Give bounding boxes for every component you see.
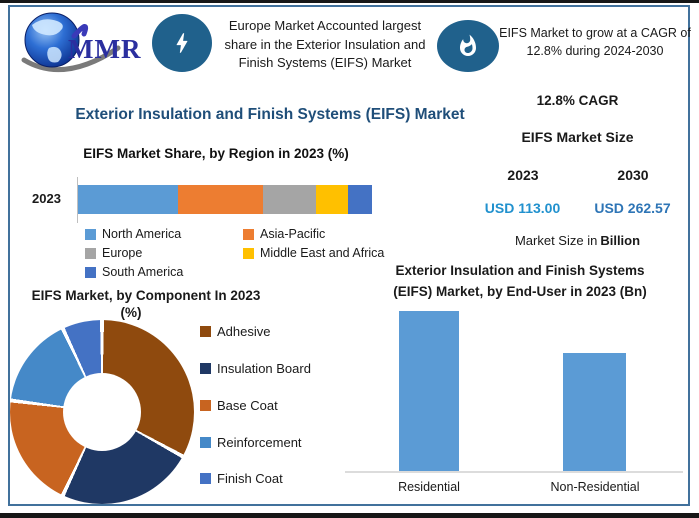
- market-size-2023-value: USD 113.00: [484, 200, 561, 216]
- enduser-chart-title-line2: (EIFS) Market, by End-User in 2023 (Bn): [393, 284, 647, 299]
- legend-label: North America: [102, 227, 182, 241]
- page-frame: [8, 5, 690, 506]
- legend-item-europe: Europe: [85, 246, 142, 260]
- flame-icon: [437, 20, 499, 72]
- legend-swatch-north-america: [85, 228, 96, 240]
- region-segment-north-america: [78, 185, 178, 214]
- legend-label: Middle East and Africa: [260, 246, 385, 260]
- legend-label: South America: [102, 265, 184, 279]
- region-row-label: 2023: [32, 191, 61, 206]
- globe-icon: [21, 12, 121, 73]
- legend-swatch-asia-pacific: [243, 228, 254, 240]
- legend-swatch-adhesive: [200, 326, 211, 337]
- legend-item-south-america: South America: [85, 265, 183, 279]
- legend-item-asia-pacific: Asia-Pacific: [243, 227, 325, 241]
- legend-swatch-finish-coat: [200, 473, 211, 484]
- top-border: [0, 0, 699, 3]
- logo-wordmark: MMR: [68, 34, 142, 64]
- donut-hole: [63, 373, 141, 451]
- enduser-bar-residential: [399, 311, 459, 472]
- callout-europe-text: Europe Market Accounted largest share in…: [224, 17, 426, 71]
- unit-bold: Billion: [600, 233, 641, 248]
- legend-item-middle-east-africa: Middle East and Africa: [243, 246, 384, 260]
- enduser-chart-title-line1: Exterior Insulation and Finish Systems: [395, 263, 645, 278]
- legend-label: Adhesive: [217, 324, 271, 339]
- market-size-year-2023: 2023: [507, 167, 539, 183]
- legend-item-reinforcement: Reinforcement: [200, 435, 302, 450]
- legend-swatch-reinforcement: [200, 437, 211, 448]
- legend-label: Base Coat: [217, 398, 278, 413]
- enduser-label-non-residential: Non-Residential: [550, 480, 640, 494]
- legend-label: Insulation Board: [217, 361, 311, 376]
- market-size-title: EIFS Market Size: [521, 129, 634, 145]
- legend-item-base-coat: Base Coat: [200, 398, 278, 413]
- market-size-year-2030: 2030: [617, 167, 649, 183]
- bottom-border: [0, 513, 699, 518]
- enduser-label-residential: Residential: [398, 480, 460, 494]
- component-chart-title-unit: (%): [120, 305, 142, 320]
- region-stacked-bar: [78, 185, 372, 214]
- legend-label: Finish Coat: [217, 471, 283, 486]
- legend-label: Europe: [102, 246, 143, 260]
- legend-item-north-america: North America: [85, 227, 181, 241]
- legend-swatch-insulation-board: [200, 363, 211, 374]
- region-segment-middle-east-africa: [316, 185, 349, 214]
- market-size-2030-value: USD 262.57: [594, 200, 671, 216]
- lightning-icon: [152, 14, 212, 72]
- enduser-bar-non-residential: [563, 353, 626, 472]
- cagr-text: 12.8% CAGR: [536, 93, 619, 108]
- legend-swatch-europe: [85, 247, 96, 259]
- legend-swatch-base-coat: [200, 400, 211, 411]
- legend-swatch-south-america: [85, 266, 96, 278]
- component-chart-title: EIFS Market, by Component In 2023: [31, 288, 261, 303]
- legend-swatch-middle-east-africa: [243, 247, 254, 259]
- region-segment-south-america: [348, 185, 372, 214]
- region-segment-europe: [263, 185, 317, 214]
- enduser-chart-x-axis: [345, 471, 683, 473]
- legend-label: Asia-Pacific: [260, 227, 326, 241]
- region-segment-asia-pacific: [177, 185, 264, 214]
- callout-cagr-text: EIFS Market to grow at a CAGR of 12.8% d…: [499, 25, 691, 58]
- unit-text: Market Size in: [514, 233, 598, 248]
- market-size-unit: Market Size in Billion: [460, 233, 695, 248]
- page-title: Exterior Insulation and Finish Systems (…: [75, 106, 465, 123]
- mmr-logo: MMR: [18, 10, 158, 82]
- legend-item-finish-coat: Finish Coat: [200, 471, 283, 486]
- region-chart-axis: [77, 177, 78, 223]
- legend-item-adhesive: Adhesive: [200, 324, 270, 339]
- region-chart-title: EIFS Market Share, by Region in 2023 (%): [83, 146, 349, 161]
- legend-item-insulation-board: Insulation Board: [200, 361, 311, 376]
- legend-label: Reinforcement: [217, 435, 302, 450]
